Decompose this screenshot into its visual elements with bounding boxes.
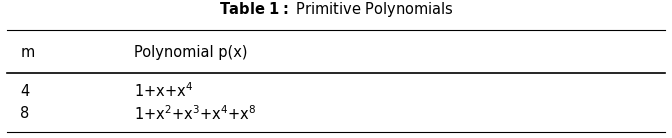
Text: 1+x+x$^4$: 1+x+x$^4$ bbox=[134, 82, 194, 100]
Text: 8: 8 bbox=[20, 106, 30, 121]
Text: 1+x$^2$+x$^3$+x$^4$+x$^8$: 1+x$^2$+x$^3$+x$^4$+x$^8$ bbox=[134, 104, 257, 123]
Text: Polynomial p(x): Polynomial p(x) bbox=[134, 45, 248, 60]
Text: 4: 4 bbox=[20, 84, 30, 99]
Text: $\bf{Table\ 1:}$ Primitive Polynomials: $\bf{Table\ 1:}$ Primitive Polynomials bbox=[218, 0, 454, 19]
Text: m: m bbox=[20, 45, 34, 60]
